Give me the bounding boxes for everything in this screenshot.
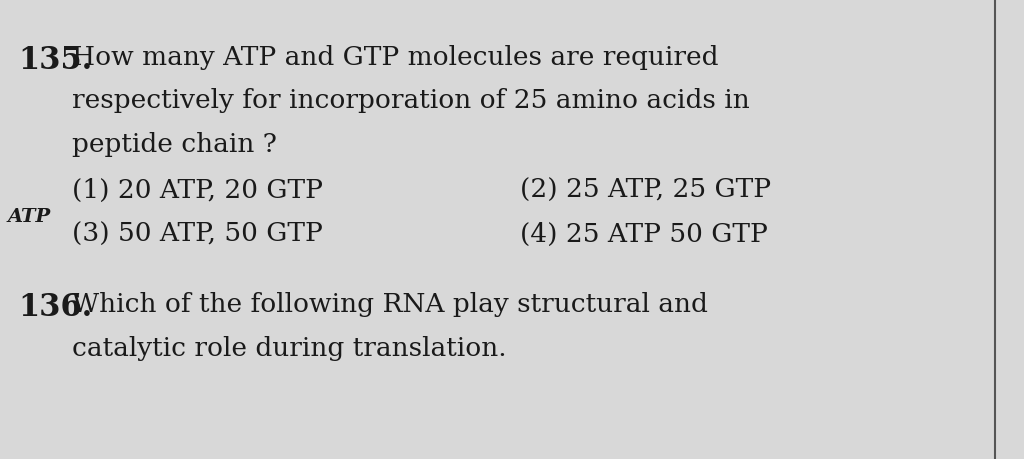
Text: catalytic role during translation.: catalytic role during translation. [72,335,507,360]
Text: (2) 25 ATP, 25 GTP: (2) 25 ATP, 25 GTP [520,178,771,202]
Text: respectively for incorporation of 25 amino acids in: respectively for incorporation of 25 ami… [72,88,750,113]
Text: (3) 50 ATP, 50 GTP: (3) 50 ATP, 50 GTP [72,222,323,246]
Text: Which of the following RNA play structural and: Which of the following RNA play structur… [72,291,708,316]
Text: How many ATP and GTP molecules are required: How many ATP and GTP molecules are requi… [72,45,719,70]
Text: 136.: 136. [18,291,92,322]
Text: (1) 20 ATP, 20 GTP: (1) 20 ATP, 20 GTP [72,178,323,202]
Text: ATP: ATP [8,207,51,225]
Text: 135.: 135. [18,45,92,76]
Text: (4) 25 ATP 50 GTP: (4) 25 ATP 50 GTP [520,222,768,246]
Text: peptide chain ?: peptide chain ? [72,132,276,157]
